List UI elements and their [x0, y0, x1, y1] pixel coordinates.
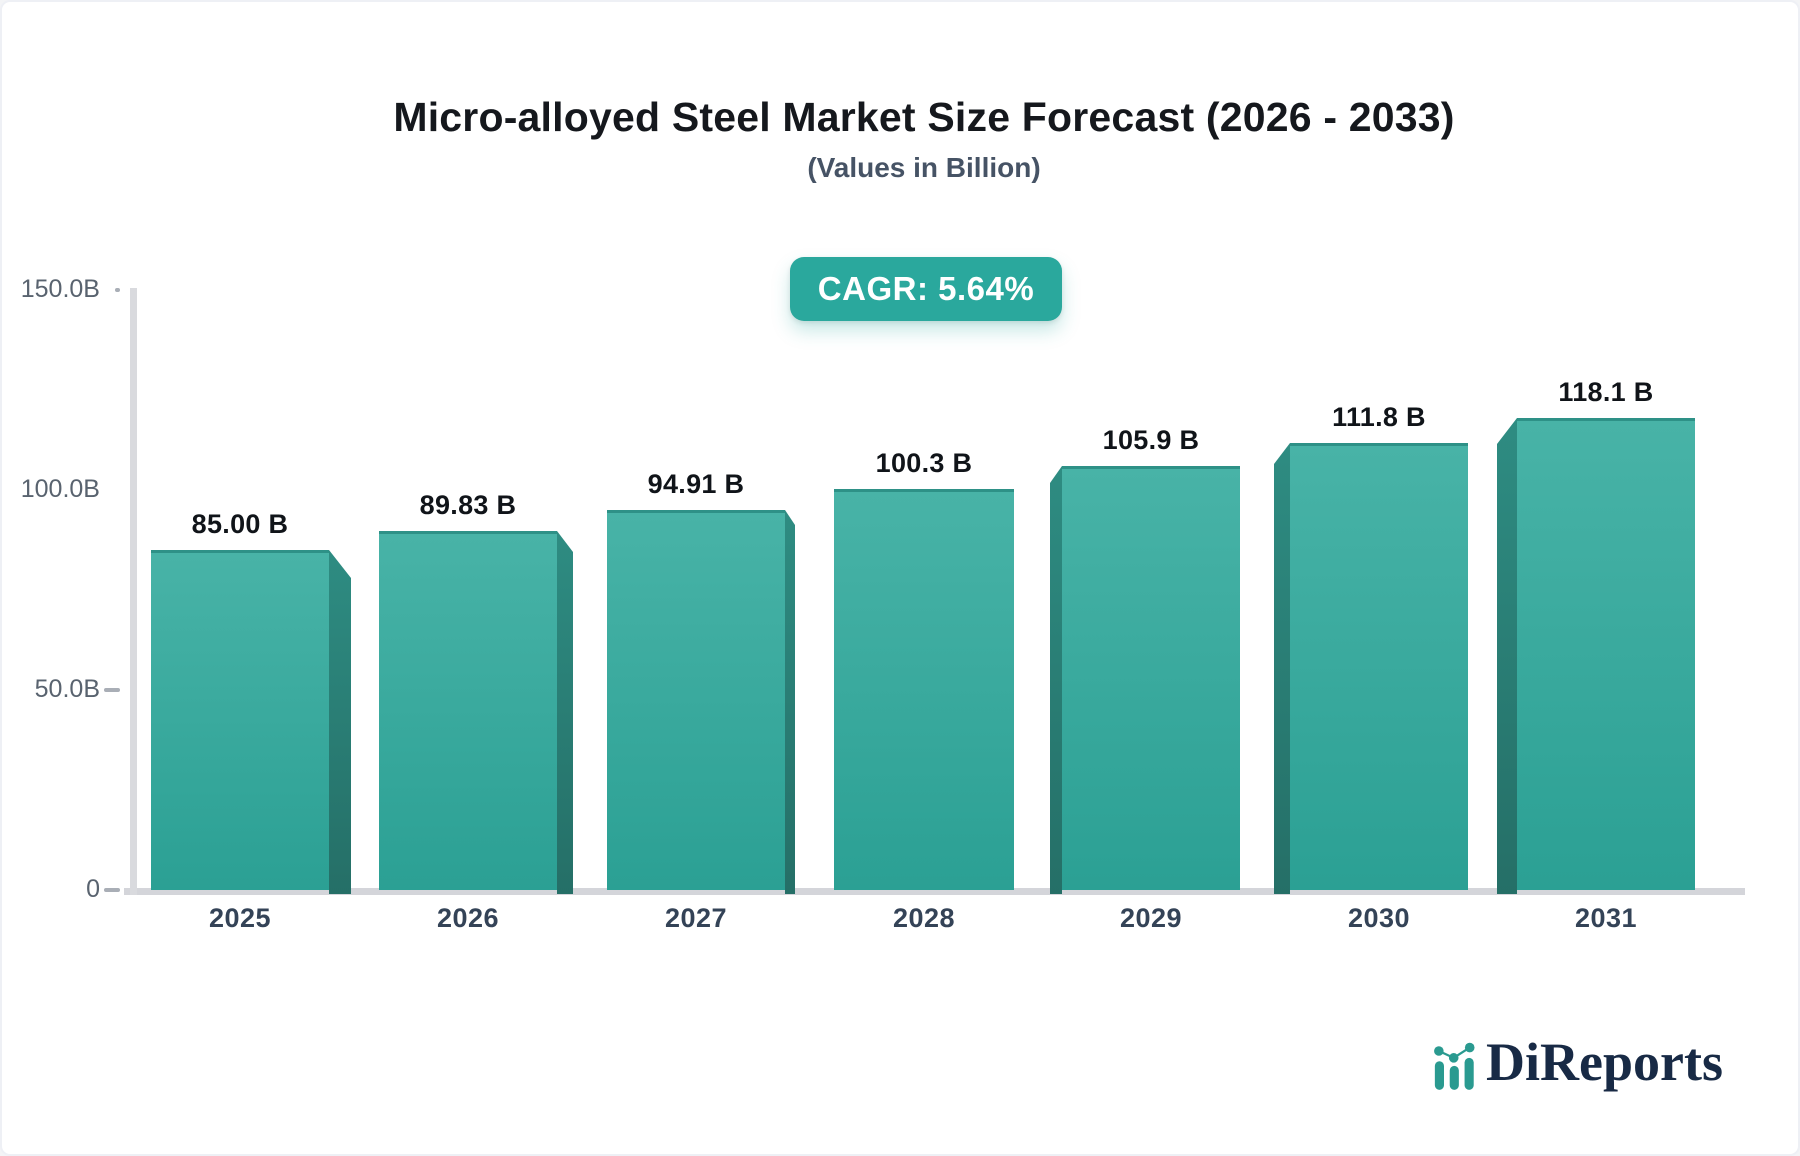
bar-value-label-2026: 89.83 B	[419, 490, 517, 520]
x-axis-label-2026: 2026	[436, 903, 500, 933]
y-axis-line	[130, 288, 137, 895]
x-axis-line	[124, 888, 1745, 895]
bar-side-2030	[1274, 443, 1290, 894]
y-axis-tick-label-50.0B: 50.0B	[34, 675, 100, 703]
bar-side-2025	[329, 550, 351, 894]
bar-value-label-2027: 94.91 B	[647, 469, 745, 499]
cagr-badge: CAGR: 5.64%	[790, 257, 1062, 321]
bar-value-label-2025: 85.00 B	[191, 509, 289, 539]
bar-2027	[607, 510, 785, 890]
y-axis-tick-label-0: 0	[86, 875, 100, 903]
y-axis-tick-mark	[104, 688, 120, 692]
bar-value-label-2030: 111.8 B	[1332, 402, 1426, 432]
x-axis-label-2031: 2031	[1574, 903, 1638, 933]
bar-2030	[1290, 443, 1468, 890]
bar-side-2026	[557, 531, 573, 894]
bar-2025	[151, 550, 329, 890]
bar-side-2027	[785, 510, 795, 894]
x-axis-label-2029: 2029	[1119, 903, 1183, 933]
bar-side-2029	[1050, 466, 1062, 894]
brand-logo: DiReports	[1432, 1035, 1723, 1093]
y-axis-tick-label-100.0B: 100.0B	[20, 475, 100, 503]
bar-value-label-2031: 118.1 B	[1558, 377, 1654, 407]
y-axis-tick-mark	[115, 288, 120, 292]
bar-value-label-2029: 105.9 B	[1102, 425, 1200, 455]
brand-logo-text: DiReports	[1486, 1032, 1723, 1092]
mini-bar-line-chart-icon	[1434, 1042, 1475, 1090]
chart-subtitle: (Values in Billion)	[807, 152, 1041, 183]
bar-2026	[379, 531, 557, 890]
x-axis-label-2030: 2030	[1347, 903, 1411, 933]
bar-2031	[1517, 418, 1695, 890]
bar-side-2031	[1497, 418, 1517, 894]
bar-2028	[834, 489, 1014, 890]
chart-title: Micro-alloyed Steel Market Size Forecast…	[393, 94, 1455, 140]
x-axis-label-2025: 2025	[208, 903, 272, 933]
cagr-badge-label: CAGR: 5.64%	[817, 270, 1035, 307]
bar-value-label-2028: 100.3 B	[875, 448, 973, 478]
x-axis-label-2028: 2028	[892, 903, 956, 933]
y-axis-tick-label-150.0B: 150.0B	[20, 275, 100, 303]
bar-2029	[1062, 466, 1240, 890]
y-axis-tick-mark	[104, 888, 120, 892]
x-axis-label-2027: 2027	[664, 903, 728, 933]
